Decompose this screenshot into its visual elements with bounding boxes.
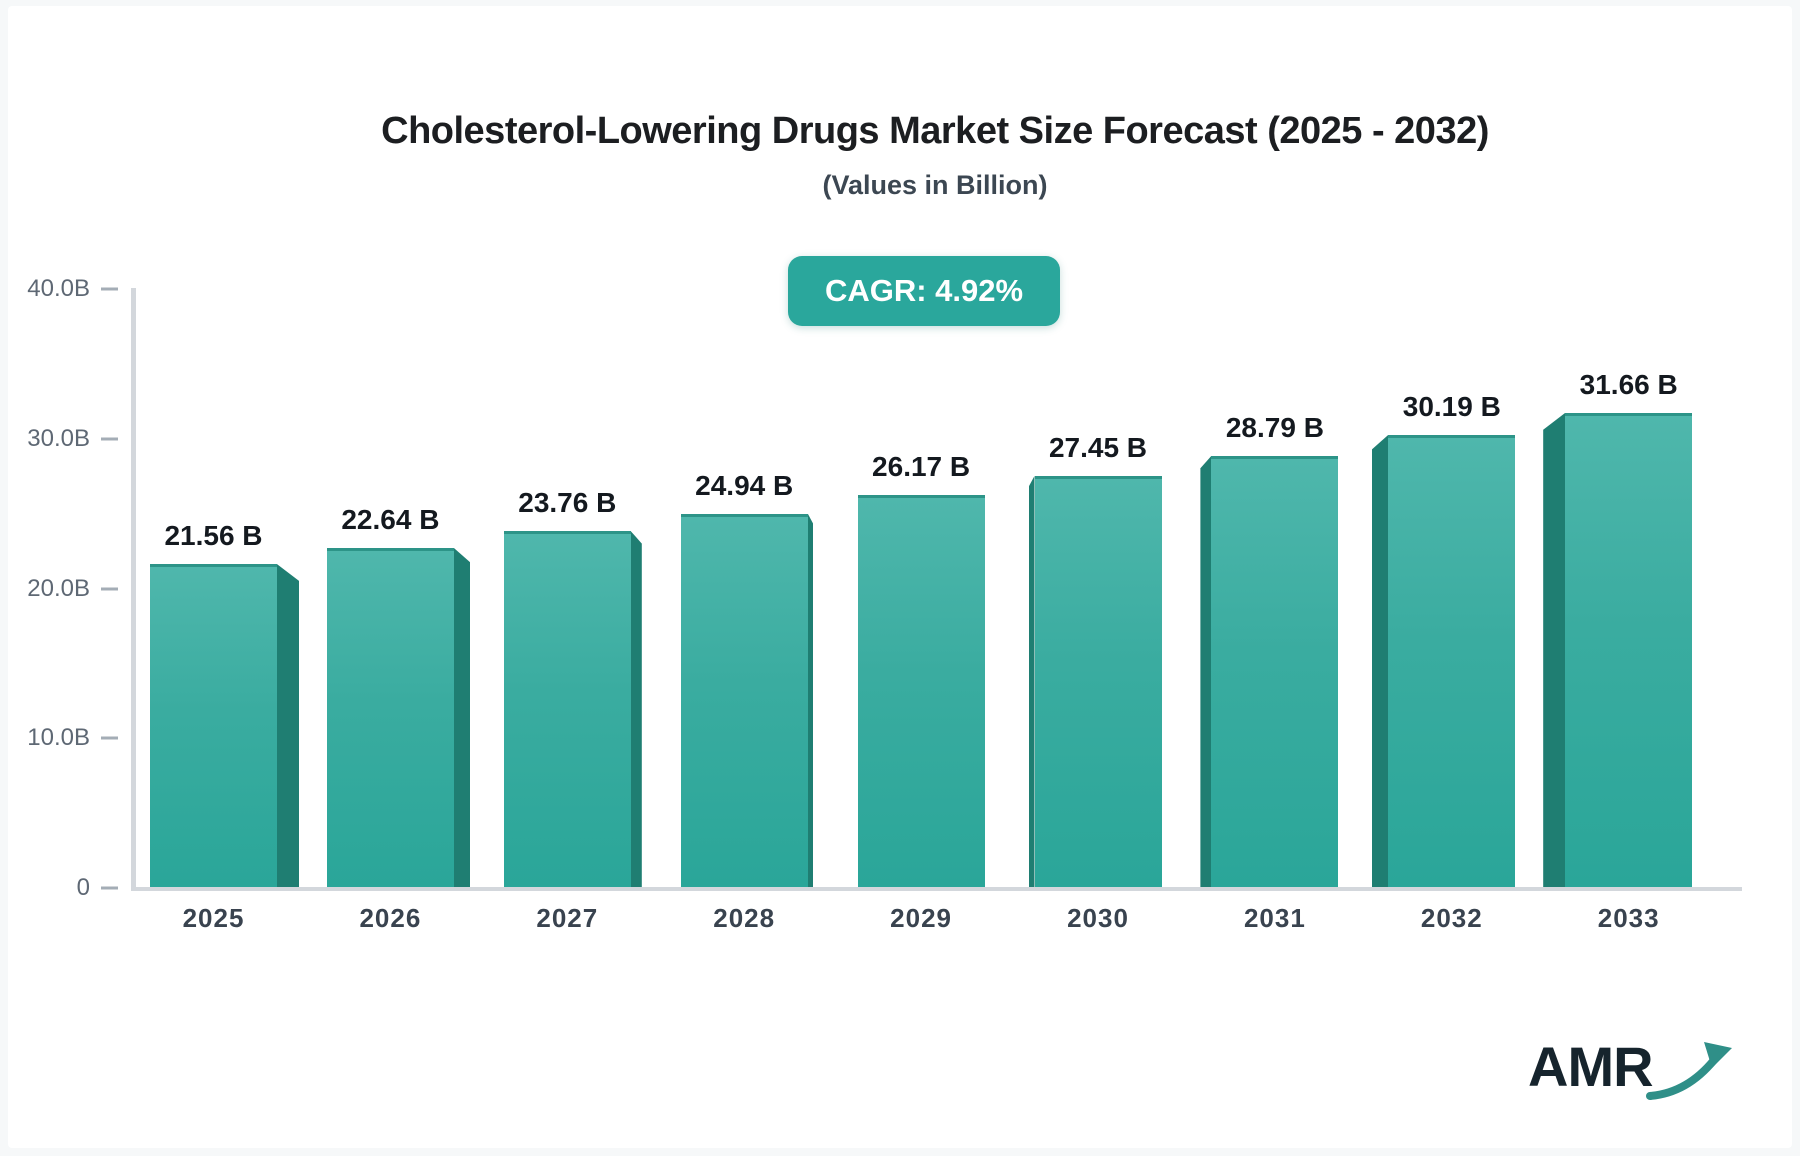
bar-2028 [680,513,808,887]
bar-2025 [150,564,277,887]
x-axis-label-2029: 2029 [890,903,953,933]
bar-2029 [857,495,985,887]
y-tick-label: 10.0B [27,724,90,752]
bar-2031 [1211,455,1339,887]
bar-2026 [326,547,454,887]
x-axis-label-2030: 2030 [1067,903,1129,933]
y-tick-label: 40.0B [27,275,90,302]
y-tick-label: 0 [76,874,90,901]
bar-2027 [503,531,631,887]
x-axis-label-2027: 2027 [536,903,599,933]
bar-2030 [1034,475,1162,887]
bar-side-shadow [1200,455,1212,887]
x-axis-label-2028: 2028 [713,903,776,933]
x-axis-line [131,887,1742,891]
bar-value-label: 27.45 B [1048,431,1148,463]
bar-value-label: 30.19 B [1402,390,1501,422]
y-tick-mark [101,886,118,890]
bar-value-label: 26.17 B [872,451,971,483]
y-tick-mark [101,437,118,441]
y-tick-label: 30.0B [27,424,90,452]
cagr-badge: CAGR: 4.92% [788,256,1060,326]
y-axis-line [131,288,136,891]
bar-value-label: 31.66 B [1579,368,1678,400]
x-axis-label-2033: 2033 [1597,903,1660,933]
bar-side-shadow [277,564,299,887]
bar-value-label: 22.64 B [341,503,440,535]
bar-2032 [1388,434,1516,887]
chart-subtitle: (Values in Billion) [822,170,1048,200]
y-tick-mark [101,587,118,590]
y-tick-label: 20.0B [27,574,90,602]
x-axis-label-2031: 2031 [1243,903,1306,933]
y-tick-mark [101,287,118,291]
bar-value-label: 23.76 B [518,487,617,519]
x-axis-label-2025: 2025 [182,903,245,933]
bar-value-label: 28.79 B [1225,411,1324,443]
amr-logo: AMR [1528,1032,1738,1112]
amr-logo-text: AMR [1528,1035,1654,1098]
x-axis-label-2026: 2026 [359,903,422,933]
bar-side-shadow [1543,412,1566,887]
bar-side-shadow [1029,475,1035,887]
bar-side-shadow [630,531,642,887]
bar-2033 [1565,412,1693,887]
bar-side-shadow [1371,434,1389,887]
x-axis-label-2032: 2032 [1420,903,1483,933]
y-tick-mark [101,736,118,740]
bar-side-shadow [453,547,471,887]
bar-value-label: 24.94 B [695,469,794,501]
chart-title: Cholesterol-Lowering Drugs Market Size F… [381,110,1489,152]
bar-side-shadow [807,513,814,887]
growth-arrow-icon [1646,1042,1732,1100]
bar-value-label: 21.56 B [164,520,263,552]
